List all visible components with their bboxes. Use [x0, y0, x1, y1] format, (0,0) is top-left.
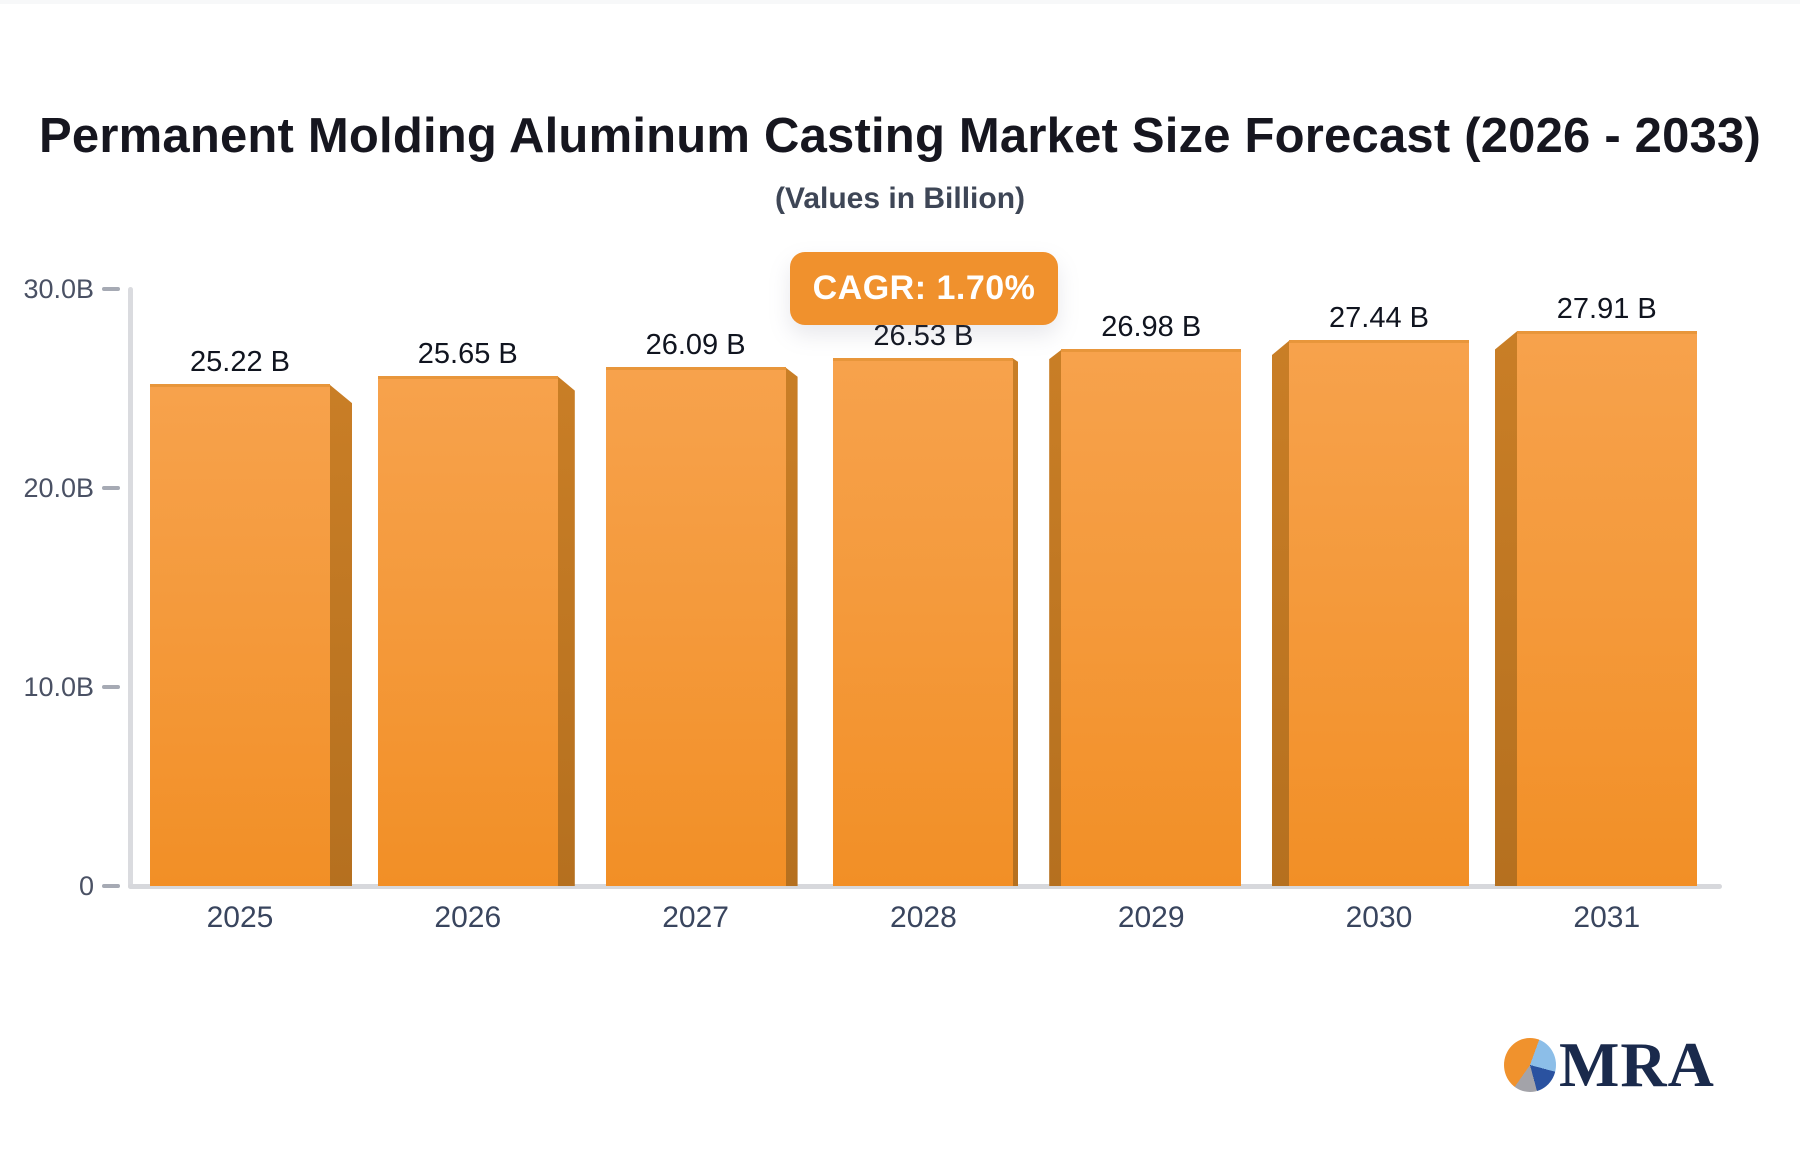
bar-2025 [150, 384, 330, 886]
bar-value-label: 26.09 B [645, 328, 746, 361]
x-axis-label-2030: 2030 [1345, 901, 1413, 934]
y-tick-mark [102, 287, 120, 291]
chart-subtitle: (Values in Billion) [774, 182, 1026, 215]
brand-logo: MRA [1504, 1029, 1715, 1100]
bar-2030 [1289, 339, 1469, 886]
bar-value-label: 25.65 B [417, 337, 518, 370]
x-axis-label-2027: 2027 [662, 901, 729, 934]
bar-2028 [833, 358, 1014, 886]
card-top-edge [0, 0, 1800, 4]
bar-value-label: 26.53 B [873, 320, 974, 353]
y-tick-mark [102, 685, 120, 689]
bar-3d-side [329, 384, 352, 886]
x-axis-label-2031: 2031 [1573, 901, 1641, 934]
y-tick-label: 10.0B [23, 672, 94, 702]
bar-2029 [1061, 349, 1242, 886]
x-axis-label-2026: 2026 [434, 901, 502, 934]
bar-3d-side [1272, 339, 1290, 886]
bar-3d-side [1494, 330, 1518, 886]
bar-3d-side [1049, 349, 1063, 886]
cagr-badge-label: CAGR: 1.70% [812, 269, 1036, 307]
x-axis-label-2025: 2025 [206, 901, 274, 934]
bar-value-label: 27.91 B [1556, 292, 1657, 325]
x-axis-line [128, 884, 1722, 889]
y-axis-line [128, 287, 133, 889]
y-tick-label: 30.0B [23, 274, 94, 304]
bar-value-label: 27.44 B [1329, 301, 1429, 334]
y-tick-label: 0 [78, 871, 94, 901]
y-tick-mark [102, 884, 120, 888]
y-tick-label: 20.0B [23, 473, 94, 503]
x-axis-label-2028: 2028 [890, 901, 957, 934]
chart-title: Permanent Molding Aluminum Casting Marke… [39, 109, 1761, 163]
x-axis-label-2029: 2029 [1117, 901, 1185, 934]
bar-2027 [605, 366, 786, 886]
cagr-badge: CAGR: 1.70% [790, 252, 1058, 325]
brand-logo-text: MRA [1559, 1029, 1715, 1100]
pie-chart-logo-icon [1504, 1038, 1556, 1092]
bar-3d-side [784, 366, 798, 886]
bar-3d-side [556, 375, 575, 886]
bar-2031 [1516, 330, 1697, 886]
y-tick-mark [102, 486, 120, 490]
bar-value-label: 25.22 B [190, 346, 290, 379]
bar-3d-side [1012, 358, 1019, 886]
bar-2026 [377, 375, 558, 886]
bar-value-label: 26.98 B [1101, 311, 1202, 344]
